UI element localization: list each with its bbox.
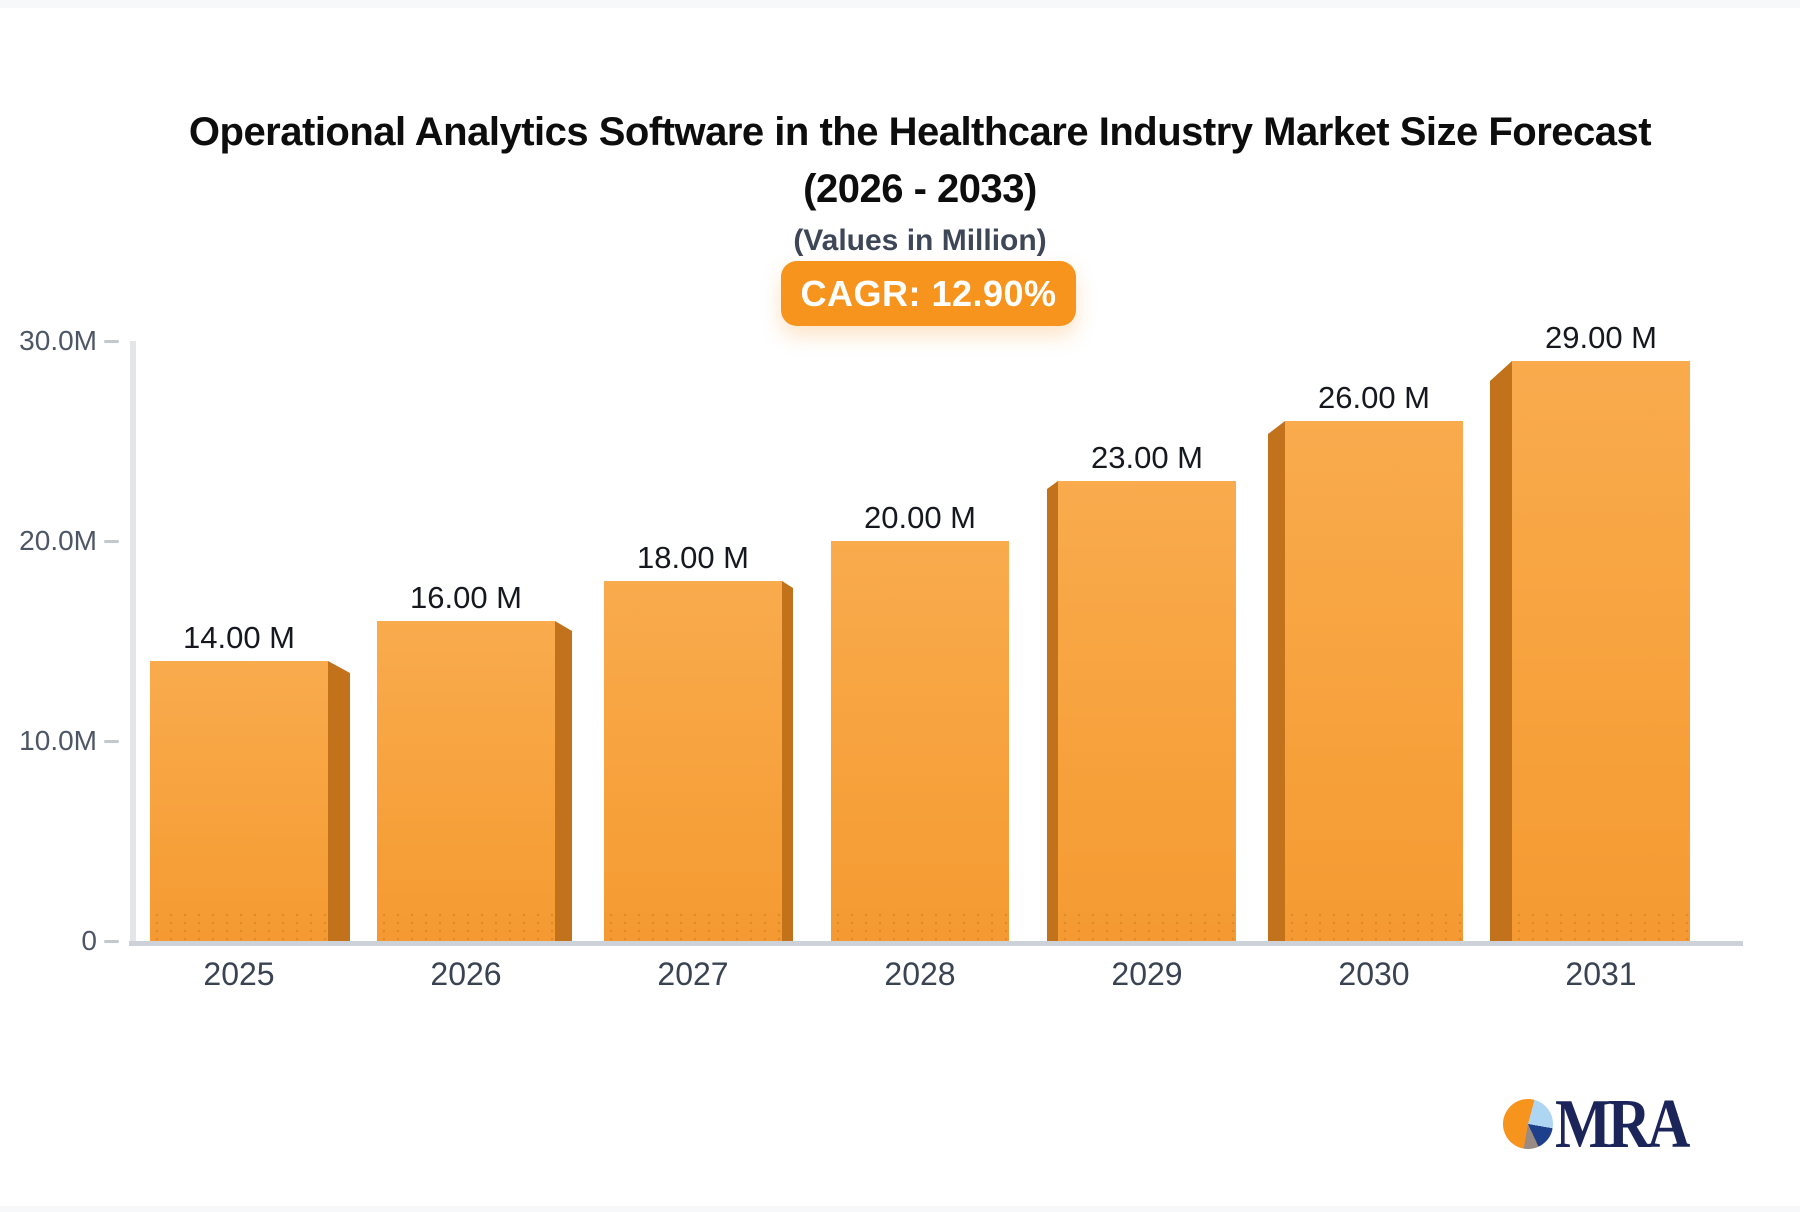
mra-logo: MRA: [1503, 1086, 1733, 1163]
bar-face: [604, 581, 782, 941]
bar-face: [150, 661, 328, 941]
bar-3d-side: [1047, 481, 1058, 941]
logo-text: MRA: [1555, 1086, 1690, 1163]
chart-subtitle: (Values in Million): [793, 224, 1047, 257]
pie-chart-logo-icon: [1503, 1099, 1553, 1149]
bar-3d-side: [1268, 421, 1285, 941]
y-tick-mark: [104, 340, 119, 343]
bar-2028: 20.00 M: [831, 500, 1009, 941]
bar-2029: 23.00 M: [1047, 440, 1236, 941]
x-tick-label: 2031: [1565, 956, 1637, 992]
y-tick-mark: [104, 940, 119, 943]
bar-face: [1058, 481, 1236, 941]
bar-face: [377, 621, 555, 941]
bar-value-label: 23.00 M: [1090, 440, 1203, 475]
x-axis-line: [129, 941, 1743, 946]
bar-value-label: 29.00 M: [1544, 320, 1657, 355]
y-tick-label: 0: [81, 925, 97, 956]
chart-title-line2: (2026 - 2033): [803, 167, 1037, 211]
y-tick-label: 10.0M: [19, 725, 97, 756]
bar-3d-side: [1490, 361, 1512, 941]
bar-face: [831, 541, 1009, 941]
y-tick-mark: [104, 740, 119, 743]
bar-2030: 26.00 M: [1268, 380, 1463, 941]
x-tick-label: 2027: [657, 956, 729, 992]
y-tick-mark: [104, 540, 119, 543]
chart-title-line1: Operational Analytics Software in the He…: [188, 110, 1652, 154]
bar-value-label: 16.00 M: [409, 580, 522, 615]
bar-2026: 16.00 M: [377, 580, 572, 941]
bar-2027: 18.00 M: [604, 540, 793, 941]
y-tick-label: 30.0M: [19, 325, 97, 356]
bar-face: [1285, 421, 1463, 941]
bar-3d-side: [782, 581, 793, 941]
bar-3d-side: [555, 621, 572, 941]
x-tick-label: 2026: [430, 956, 502, 992]
bar-value-label: 18.00 M: [636, 540, 749, 575]
bar-value-label: 20.00 M: [863, 500, 976, 535]
x-tick-label: 2030: [1338, 956, 1410, 992]
y-axis-line: [130, 341, 136, 945]
x-tick-label: 2025: [203, 956, 275, 992]
bar-2031: 29.00 M: [1490, 320, 1690, 941]
x-tick-label: 2028: [884, 956, 956, 992]
bar-value-label: 14.00 M: [182, 620, 295, 655]
x-tick-label: 2029: [1111, 956, 1183, 992]
cagr-badge: CAGR: 12.90%: [781, 261, 1076, 326]
bar-2025: 14.00 M: [150, 620, 350, 941]
y-tick-label: 20.0M: [19, 525, 97, 556]
bar-value-label: 26.00 M: [1317, 380, 1430, 415]
bar-face: [1512, 361, 1690, 941]
bar-3d-side: [328, 661, 350, 941]
